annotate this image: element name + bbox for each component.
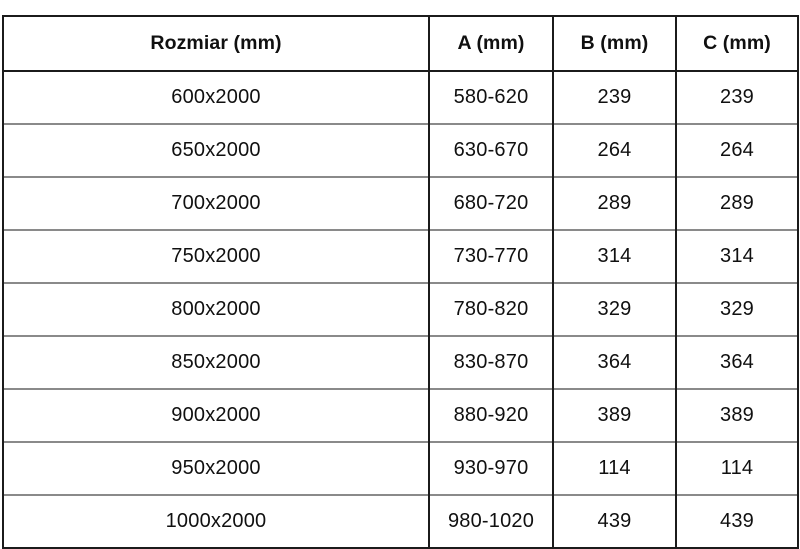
table-row: 750x2000 730-770 314 314 520: [2, 229, 799, 283]
table-header: Rozmiar (mm) A (mm) B (mm) C (mm) X (mm): [2, 16, 799, 72]
cell-c: 289: [675, 176, 799, 230]
cell-a: 880-920: [428, 388, 554, 442]
cell-a: 980-1020: [428, 494, 554, 548]
cell-b: 264: [552, 123, 677, 177]
cell-c: 264: [675, 123, 799, 177]
cell-b: 439: [552, 494, 677, 548]
cell-a: 630-670: [428, 123, 554, 177]
cell-a: 680-720: [428, 176, 554, 230]
table-row: 600x2000 580-620 239 239 390: [2, 71, 799, 124]
table-row: 700x2000 680-720 289 289 470: [2, 176, 799, 230]
cell-c: 314: [675, 229, 799, 283]
table-row: 900x2000 880-920 389 389 640: [2, 388, 799, 442]
column-header-a: A (mm): [428, 16, 554, 72]
cell-c: 389: [675, 388, 799, 442]
cell-a: 930-970: [428, 441, 554, 495]
cell-rozmiar: 600x2000: [2, 71, 430, 124]
table-header-row: Rozmiar (mm) A (mm) B (mm) C (mm) X (mm): [2, 16, 799, 72]
cell-rozmiar: 1000x2000: [2, 494, 430, 548]
column-header-b: B (mm): [552, 16, 677, 72]
cell-a: 580-620: [428, 71, 554, 124]
cell-b: 314: [552, 229, 677, 283]
cell-rozmiar: 800x2000: [2, 282, 430, 336]
table-body: 600x2000 580-620 239 239 390 650x2000 63…: [2, 71, 799, 548]
cell-c: 114: [675, 441, 799, 495]
table-row: 1000x2000 980-1020 439 439 720: [2, 494, 799, 548]
column-header-rozmiar: Rozmiar (mm): [2, 16, 430, 72]
column-header-c: C (mm): [675, 16, 799, 72]
cell-b: 389: [552, 388, 677, 442]
cell-rozmiar: 850x2000: [2, 335, 430, 389]
cell-rozmiar: 650x2000: [2, 123, 430, 177]
cell-rozmiar: 750x2000: [2, 229, 430, 283]
cell-c: 329: [675, 282, 799, 336]
table-row: 800x2000 780-820 329 329 560: [2, 282, 799, 336]
cell-b: 239: [552, 71, 677, 124]
table-row: 950x2000 930-970 114 114 680: [2, 441, 799, 495]
table-row: 850x2000 830-870 364 364 600: [2, 335, 799, 389]
cell-a: 780-820: [428, 282, 554, 336]
cell-a: 830-870: [428, 335, 554, 389]
size-specification-table: Rozmiar (mm) A (mm) B (mm) C (mm) X (mm)…: [2, 15, 799, 549]
cell-rozmiar: 950x2000: [2, 441, 430, 495]
cell-b: 289: [552, 176, 677, 230]
table-row: 650x2000 630-670 264 264 430: [2, 123, 799, 177]
cell-rozmiar: 900x2000: [2, 388, 430, 442]
cell-b: 114: [552, 441, 677, 495]
size-table-container: Rozmiar (mm) A (mm) B (mm) C (mm) X (mm)…: [2, 15, 799, 549]
cell-c: 239: [675, 71, 799, 124]
cell-c: 364: [675, 335, 799, 389]
cell-c: 439: [675, 494, 799, 548]
cell-b: 329: [552, 282, 677, 336]
cell-rozmiar: 700x2000: [2, 176, 430, 230]
cell-b: 364: [552, 335, 677, 389]
cell-a: 730-770: [428, 229, 554, 283]
